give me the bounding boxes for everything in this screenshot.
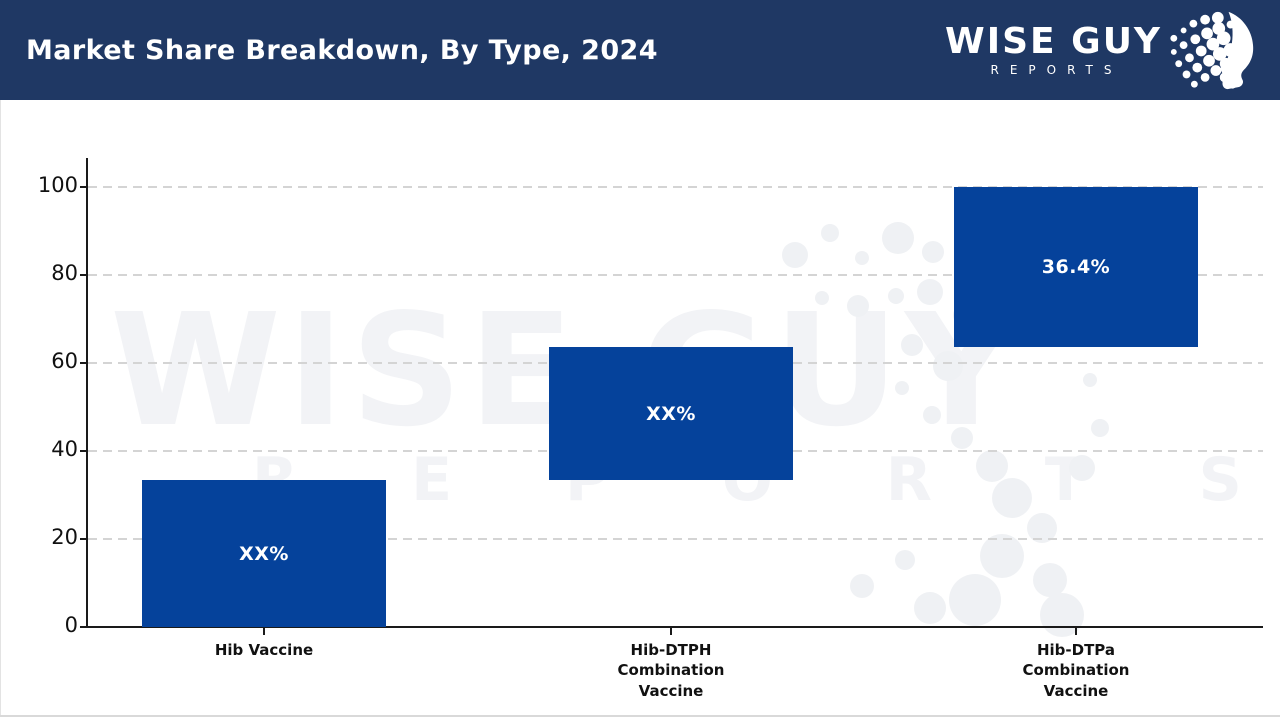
gridline-y-20 [88,538,1263,540]
header-bar: Market Share Breakdown, By Type, 2024 WI… [0,0,1280,100]
x-axis-tick-1 [263,628,265,635]
x-axis-tick-3 [1075,628,1077,635]
y-axis-tick-0 [80,626,88,628]
y-axis-tick-100 [80,186,88,188]
x-axis-category-label-2: Hib-DTPH Combination Vaccine [617,641,725,700]
bar-value-label: XX% [646,402,696,425]
bar-segment-2: XX% [549,347,793,481]
x-axis-spine [86,626,1263,628]
y-axis-tick-80 [80,274,88,276]
y-axis-tick-label-80: 80 [51,261,78,285]
logo-wordmark: WISE GUY [944,20,1162,62]
logo-subtitle: REPORTS [990,62,1123,77]
left-edge-hairline [0,100,1,716]
y-axis-tick-label-60: 60 [51,349,78,373]
bar-segment-3: 36.4% [954,187,1198,348]
bar-value-label: XX% [239,542,289,565]
page-title: Market Share Breakdown, By Type, 2024 [26,34,658,66]
gridline-y-80 [88,274,1263,276]
y-axis-tick-label-40: 40 [51,437,78,461]
y-axis-tick-label-0: 0 [64,613,78,637]
x-axis-tick-2 [670,628,672,635]
y-axis-spine [86,158,88,628]
wiseguy-logo-text: WISE GUY REPORTS [944,20,1162,77]
bottom-edge-hairline [0,715,1280,717]
x-axis-category-label-1: Hib Vaccine [214,641,314,659]
bar-segment-1: XX% [142,480,386,627]
y-axis-tick-40 [80,450,88,452]
wiseguy-logo: WISE GUY REPORTS [945,8,1254,92]
dotted-face-profile-icon [1170,11,1254,90]
y-axis-tick-label-100: 100 [37,173,78,197]
y-axis-tick-20 [80,538,88,540]
y-axis-tick-60 [80,362,88,364]
x-axis-category-label-3: Hib-DTPa Combination Vaccine [1022,641,1130,700]
bar-value-label: 36.4% [1041,256,1111,279]
gridline-y-100 [88,186,1263,188]
y-axis-tick-label-20: 20 [51,525,78,549]
